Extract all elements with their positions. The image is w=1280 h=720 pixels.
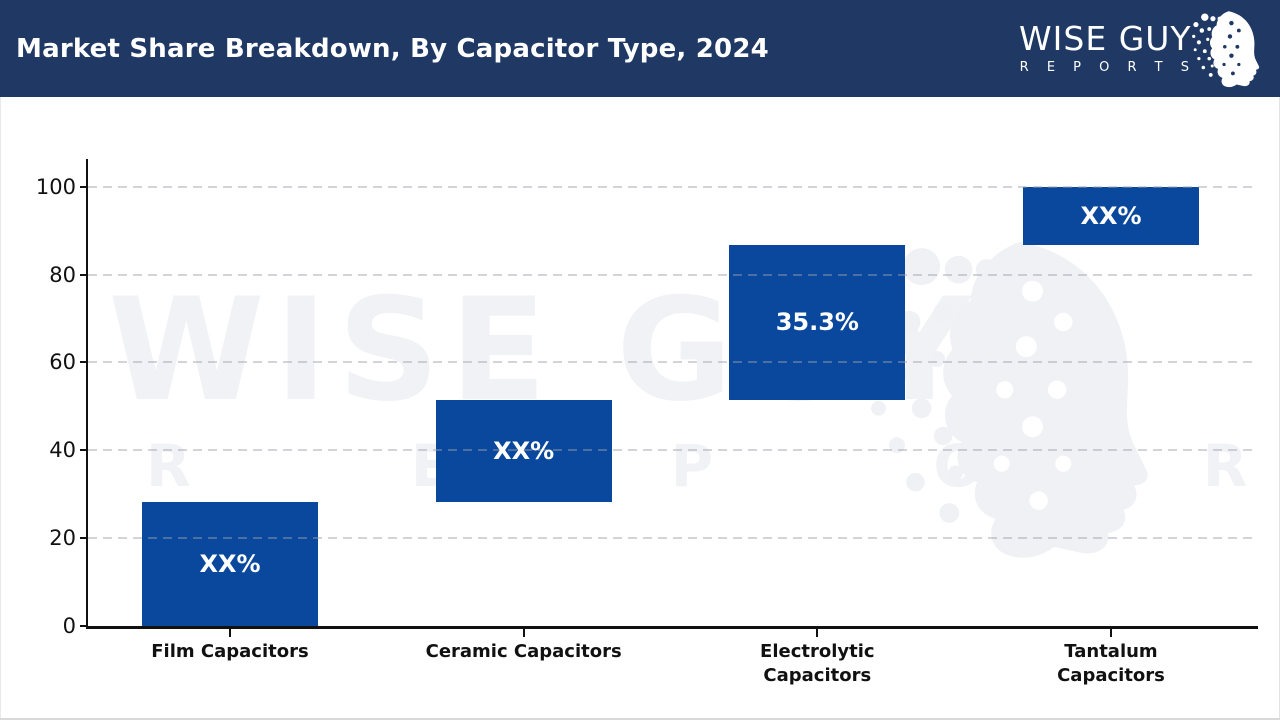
y-tick-mark-60 (80, 361, 88, 364)
bar-label-ceramic-capacitors: XX% (493, 436, 555, 465)
grid-line-80 (88, 273, 1258, 276)
grid-line-60 (88, 361, 1258, 364)
y-tick-mark-20 (80, 537, 88, 540)
x-category-label-film-capacitors: Film Capacitors (151, 641, 309, 662)
y-axis-line (86, 159, 88, 626)
logo-face-icon (1192, 10, 1260, 87)
x-tick-mark-tantalum-capacitors (1110, 629, 1112, 637)
y-tick-label-100: 100 (35, 174, 76, 199)
logo-name: WISE GUY (1019, 19, 1192, 58)
x-tick-mark-electrolytic-capacitors (816, 629, 819, 637)
y-tick-label-0: 0 (62, 614, 76, 638)
bar-label-electrolytic-capacitors: 35.3% (775, 308, 859, 337)
x-tick-mark-ceramic-capacitors (522, 629, 525, 637)
y-tick-label-60: 60 (49, 350, 76, 375)
bar-electrolytic-capacitors: 35.3% (729, 244, 906, 400)
watermark-face (867, 241, 1148, 558)
y-tick-mark-40 (80, 449, 88, 452)
chart-area: WISE GUY R E P O R T S 020406080100XX%Fi… (0, 97, 1280, 720)
grid-line-40 (88, 449, 1258, 452)
logo-text: WISE GUY R E P O R T S (1015, 22, 1196, 75)
x-category-label-ceramic-capacitors: Ceramic Capacitors (425, 641, 622, 662)
y-tick-label-40: 40 (49, 438, 76, 463)
bar-ceramic-capacitors: XX% (435, 399, 612, 503)
header-bar: Market Share Breakdown, By Capacitor Typ… (0, 0, 1280, 97)
page-title: Market Share Breakdown, By Capacitor Typ… (16, 33, 769, 64)
x-category-label-tantalum-capacitors: Tantalum Capacitors (1057, 641, 1165, 686)
logo: WISE GUY R E P O R T S (1015, 6, 1264, 92)
bar-label-tantalum-capacitors: XX% (1080, 201, 1142, 230)
logo-subname: R E P O R T S (1019, 60, 1196, 75)
bar-film-capacitors: XX% (142, 502, 318, 626)
y-tick-label-80: 80 (49, 262, 76, 287)
x-axis-line (86, 626, 1258, 629)
y-tick-mark-0 (80, 625, 88, 627)
y-tick-mark-80 (80, 273, 88, 276)
x-category-label-electrolytic-capacitors: Electrolytic Capacitors (760, 641, 875, 686)
grid-line-100 (88, 185, 1258, 188)
y-tick-label-20: 20 (49, 526, 76, 551)
x-tick-mark-film-capacitors (229, 629, 231, 637)
y-tick-mark-100 (80, 185, 88, 188)
bar-tantalum-capacitors: XX% (1023, 186, 1199, 245)
bar-label-film-capacitors: XX% (199, 550, 261, 579)
grid-line-20 (88, 537, 1258, 540)
